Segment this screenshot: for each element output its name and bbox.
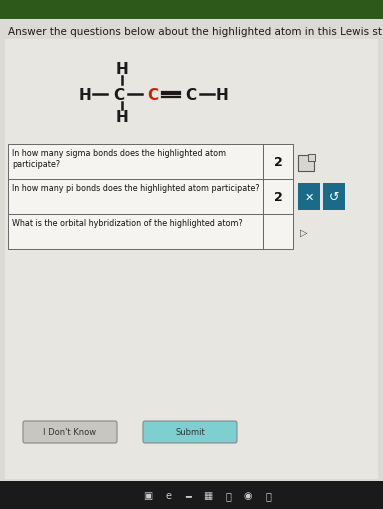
- Text: ━: ━: [185, 490, 191, 500]
- Text: I Don't Know: I Don't Know: [43, 428, 97, 437]
- Bar: [8, 180, 263, 215]
- Bar: [0, 481, 383, 509]
- Text: What is the orbital hybridization of the highlighted atom?: What is the orbital hybridization of the…: [12, 218, 243, 228]
- Bar: [5, 40, 378, 479]
- Text: In how many pi bonds does the highlighted atom participate?: In how many pi bonds does the highlighte…: [12, 184, 260, 192]
- Bar: [263, 145, 293, 180]
- Text: H: H: [79, 88, 92, 102]
- Bar: [298, 155, 314, 171]
- Text: H: H: [116, 109, 128, 124]
- Bar: [8, 145, 263, 180]
- FancyBboxPatch shape: [23, 421, 117, 443]
- Bar: [298, 184, 320, 211]
- Text: e: e: [165, 490, 171, 500]
- Text: C: C: [185, 88, 196, 102]
- Bar: [263, 180, 293, 215]
- Text: ▦: ▦: [203, 490, 213, 500]
- Bar: [8, 215, 263, 249]
- FancyBboxPatch shape: [143, 421, 237, 443]
- Text: 2: 2: [273, 156, 282, 168]
- Text: C: C: [113, 88, 124, 102]
- Text: Answer the questions below about the highlighted atom in this Lewis structure:: Answer the questions below about the hig…: [8, 27, 383, 37]
- Bar: [0, 0, 383, 20]
- Bar: [308, 154, 315, 161]
- Text: H: H: [216, 88, 228, 102]
- Text: 2: 2: [273, 191, 282, 204]
- Text: In how many sigma bonds does the highlighted atom
participate?: In how many sigma bonds does the highlig…: [12, 149, 226, 169]
- Text: ↺: ↺: [329, 191, 339, 204]
- Bar: [323, 184, 345, 211]
- Text: ◉: ◉: [244, 490, 252, 500]
- Bar: [263, 215, 293, 249]
- Text: H: H: [116, 63, 128, 77]
- Text: ▣: ▣: [143, 490, 152, 500]
- Text: Submit: Submit: [175, 428, 205, 437]
- Text: ⬛: ⬛: [265, 490, 271, 500]
- Text: ▷: ▷: [300, 227, 308, 237]
- Text: ✕: ✕: [304, 192, 314, 202]
- Text: C: C: [147, 88, 159, 102]
- Text: ⬜: ⬜: [225, 490, 231, 500]
